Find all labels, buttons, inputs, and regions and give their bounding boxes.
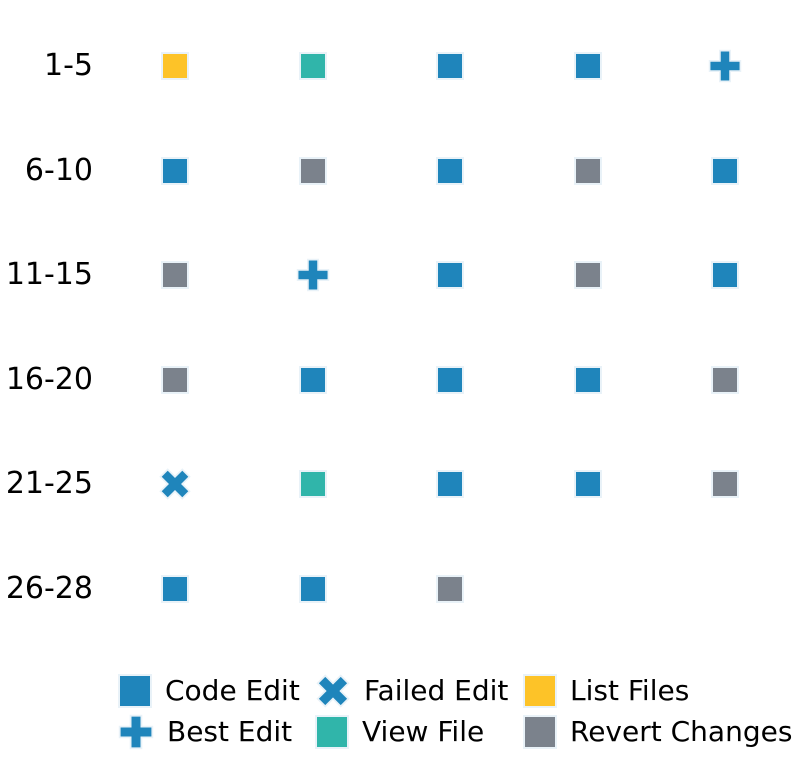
revert-changes-marker <box>161 365 189 394</box>
grid-cell <box>711 261 739 289</box>
view-file-marker <box>298 52 327 80</box>
list-files-marker <box>523 674 557 708</box>
grid-cell <box>711 156 739 185</box>
row-label-16-20: 16-20 <box>5 361 93 397</box>
revert-changes-marker <box>436 574 464 603</box>
grid-cell <box>296 258 330 292</box>
revert-changes-marker <box>161 261 189 289</box>
grid-cell <box>436 574 464 603</box>
grid-cell <box>573 156 602 185</box>
code-edit-marker <box>298 574 327 603</box>
revert-changes-marker <box>523 715 557 749</box>
best-edit-marker <box>296 258 329 292</box>
grid-cell <box>573 470 602 498</box>
grid-cell <box>161 574 189 603</box>
legend-label: List Files <box>570 674 690 707</box>
grid-cell <box>708 49 742 83</box>
revert-changes-marker <box>573 156 602 185</box>
grid-cell <box>161 52 189 80</box>
code-edit-marker <box>161 574 189 603</box>
legend-label: View File <box>362 715 485 748</box>
grid-cell <box>298 365 327 394</box>
grid-cell <box>436 156 464 185</box>
grid-cell <box>436 261 464 289</box>
code-edit-marker <box>161 156 189 185</box>
grid-cell <box>711 365 739 394</box>
list-files-marker <box>161 52 189 80</box>
revert-changes-marker <box>298 156 327 185</box>
code-edit-marker <box>711 261 739 289</box>
revert-changes-marker <box>711 365 739 394</box>
code-edit-marker <box>298 365 327 394</box>
row-label-11-15: 11-15 <box>5 257 93 292</box>
code-edit-marker <box>436 470 464 498</box>
legend-item-revert-changes: Revert Changes <box>523 714 792 750</box>
legend-label: Best Edit <box>167 715 293 748</box>
grid-cell <box>298 156 327 185</box>
legend-item-view-file: View File <box>315 714 484 750</box>
legend-item-list-files: List Files <box>523 673 689 709</box>
code-edit-marker <box>573 52 602 80</box>
grid-cell <box>436 52 464 80</box>
grid-cell <box>436 470 464 498</box>
grid-cell <box>711 470 739 498</box>
legend-label: Failed Edit <box>364 674 509 707</box>
code-edit-marker <box>573 470 602 498</box>
grid-cell <box>158 467 192 501</box>
best-edit-marker <box>708 49 742 83</box>
grid-cell <box>161 156 189 185</box>
grid-cell <box>573 52 602 80</box>
legend-label: Revert Changes <box>570 715 793 748</box>
code-edit-marker <box>436 156 464 185</box>
grid-cell <box>161 365 189 394</box>
code-edit-marker <box>436 365 464 394</box>
grid-cell <box>298 574 327 603</box>
revert-changes-marker <box>573 261 602 289</box>
legend-item-failed-edit: Failed Edit <box>315 673 508 709</box>
code-edit-marker <box>436 261 464 289</box>
row-label-21-25: 21-25 <box>5 466 93 501</box>
row-label-1-5: 1-5 <box>44 48 93 83</box>
legend-item-code-edit: Code Edit <box>118 673 300 709</box>
failed-edit-marker <box>316 674 350 708</box>
grid-cell <box>436 365 464 394</box>
legend-label: Code Edit <box>165 674 300 707</box>
grid-cell <box>573 365 602 394</box>
legend-item-best-edit: Best Edit <box>118 714 292 750</box>
code-edit-marker <box>436 52 464 80</box>
grid-cell <box>161 261 189 289</box>
code-edit-marker <box>118 674 152 708</box>
view-file-marker <box>315 715 349 749</box>
revert-changes-marker <box>711 470 739 498</box>
best-edit-marker <box>118 714 154 750</box>
code-edit-marker <box>711 156 739 185</box>
grid-cell <box>298 52 327 80</box>
row-label-6-10: 6-10 <box>24 152 93 188</box>
failed-edit-marker <box>159 468 191 500</box>
grid-cell <box>573 261 602 289</box>
grid-cell <box>298 470 327 498</box>
view-file-marker <box>298 470 327 498</box>
row-label-26-28: 26-28 <box>5 570 93 606</box>
code-edit-marker <box>573 365 602 394</box>
